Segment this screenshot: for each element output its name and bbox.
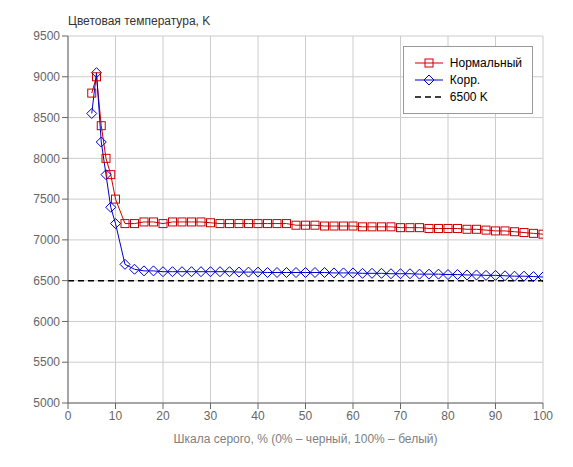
svg-text:7000: 7000 [33, 233, 60, 247]
svg-text:90: 90 [489, 409, 503, 423]
html-text:Нормальный: Нормальный [449, 56, 522, 70]
svg-text:Шкала серого, % (0% – черный,: Шкала серого, % (0% – черный, 100% – бел… [174, 432, 438, 446]
svg-text:5000: 5000 [33, 396, 60, 410]
svg-text:6500: 6500 [33, 274, 60, 288]
html-text:Цветовая температура, K: Цветовая температура, K [68, 14, 211, 28]
svg-text:5500: 5500 [33, 355, 60, 369]
svg-text:8000: 8000 [33, 152, 60, 166]
svg-text:60: 60 [346, 409, 360, 423]
svg-text:9000: 9000 [33, 70, 60, 84]
svg-text:8500: 8500 [33, 111, 60, 125]
svg-text:20: 20 [156, 409, 170, 423]
svg-text:10: 10 [109, 409, 123, 423]
html-text:Корр.: Корр. [449, 73, 481, 87]
svg-text:6000: 6000 [33, 315, 60, 329]
svg-text:50: 50 [299, 409, 313, 423]
svg-text:40: 40 [251, 409, 265, 423]
svg-text:30: 30 [204, 409, 218, 423]
svg-text:70: 70 [394, 409, 408, 423]
svg-text:0: 0 [65, 409, 72, 423]
svg-text:80: 80 [441, 409, 455, 423]
svg-text:9500: 9500 [33, 29, 60, 43]
svg-text:7500: 7500 [33, 192, 60, 206]
html-text:6500 K: 6500 K [449, 90, 488, 104]
svg-text:100: 100 [533, 409, 553, 423]
